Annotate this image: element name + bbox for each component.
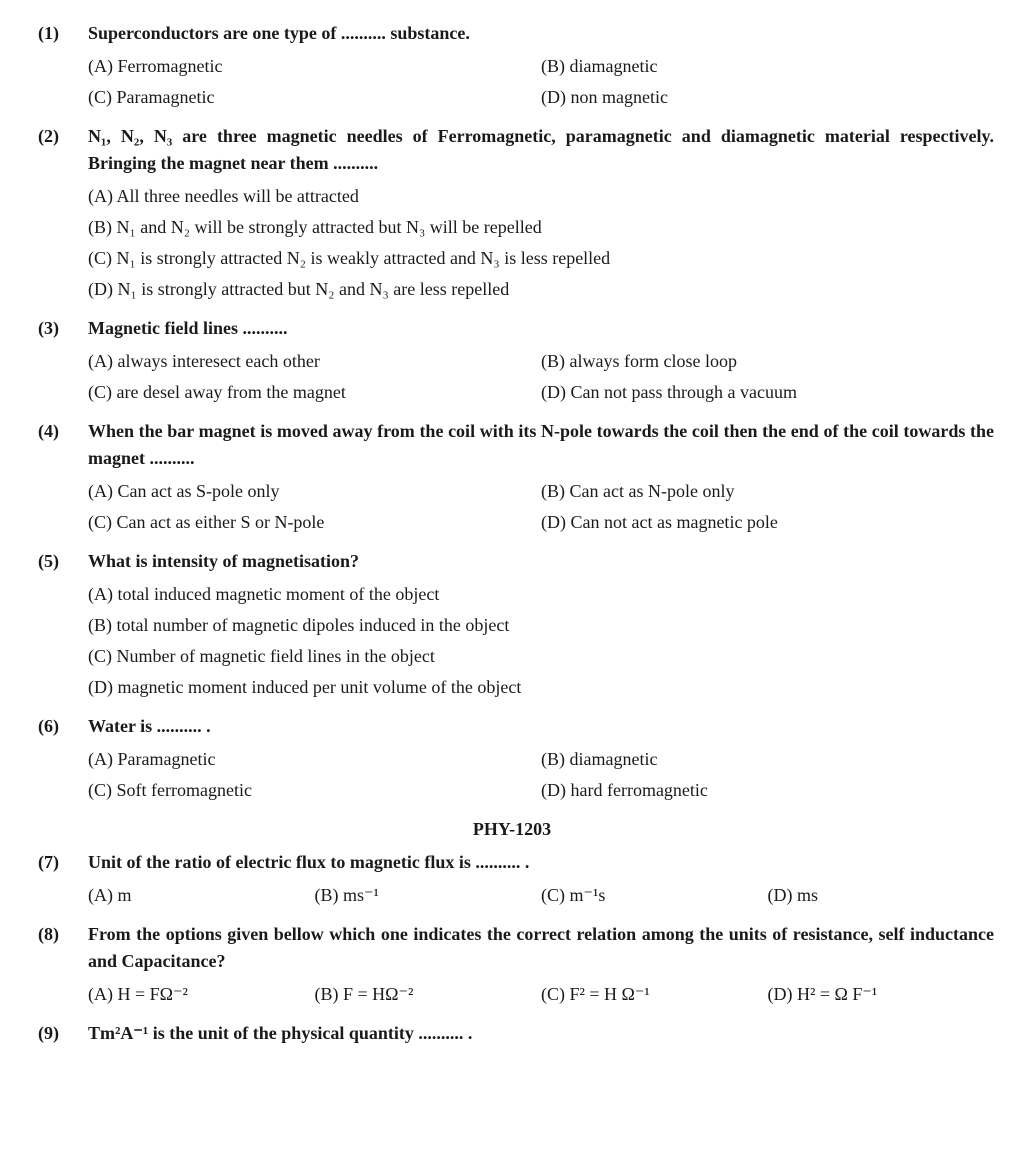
options: (A) total induced magnetic moment of the… [88,579,994,703]
question-text: From the options given bellow which one … [88,921,994,975]
question-text: When the bar magnet is moved away from t… [88,418,994,472]
option-d: (D) Can not pass through a vacuum [541,377,994,408]
option-c: (C) Number of magnetic field lines in th… [88,641,994,672]
options: (A) H = FΩ⁻² (B) F = HΩ⁻² (C) F² = H Ω⁻¹… [88,979,994,1010]
option-c: (C) Soft ferromagnetic [88,775,541,806]
option-c: (C) Can act as either S or N-pole [88,507,541,538]
question-1: (1) Superconductors are one type of ....… [30,20,994,113]
question-text: What is intensity of magnetisation? [88,548,994,575]
options: (A) Paramagnetic (B) diamagnetic (C) Sof… [88,744,994,806]
question-text: Magnetic field lines .......... [88,315,994,342]
options: (A) Can act as S-pole only (B) Can act a… [88,476,994,538]
option-c: (C) m⁻¹s [541,880,768,911]
option-c: (C) N₁ is strongly attracted N₂ is weakl… [88,243,994,274]
question-6: (6) Water is .......... . (A) Paramagnet… [30,713,994,806]
question-4: (4) When the bar magnet is moved away fr… [30,418,994,538]
options: (A) m (B) ms⁻¹ (C) m⁻¹s (D) ms [88,880,994,911]
option-b: (B) diamagnetic [541,51,994,82]
option-c: (C) are desel away from the magnet [88,377,541,408]
option-b: (B) always form close loop [541,346,994,377]
question-number: (2) [30,123,88,150]
question-3: (3) Magnetic field lines .......... (A) … [30,315,994,408]
option-b: (B) N₁ and N₂ will be strongly attracted… [88,212,994,243]
options: (A) always interesect each other (B) alw… [88,346,994,408]
options: (A) Ferromagnetic (B) diamagnetic (C) Pa… [88,51,994,113]
option-a: (A) total induced magnetic moment of the… [88,579,994,610]
option-b: (B) F = HΩ⁻² [315,979,542,1010]
option-a: (A) Ferromagnetic [88,51,541,82]
question-8: (8) From the options given bellow which … [30,921,994,1010]
option-d: (D) Can not act as magnetic pole [541,507,994,538]
question-text: Unit of the ratio of electric flux to ma… [88,849,994,876]
option-b: (B) diamagnetic [541,744,994,775]
option-a: (A) H = FΩ⁻² [88,979,315,1010]
option-a: (A) always interesect each other [88,346,541,377]
option-c: (C) F² = H Ω⁻¹ [541,979,768,1010]
question-number: (4) [30,418,88,445]
option-a: (A) Can act as S-pole only [88,476,541,507]
option-b: (B) total number of magnetic dipoles ind… [88,610,994,641]
question-5: (5) What is intensity of magnetisation? … [30,548,994,703]
question-text: Superconductors are one type of ........… [88,20,994,47]
option-d: (D) ms [768,880,995,911]
question-number: (5) [30,548,88,575]
section-code: PHY-1203 [30,816,994,843]
options: (A) All three needles will be attracted … [88,181,994,305]
option-a: (A) m [88,880,315,911]
question-9: (9) Tm²A⁻¹ is the unit of the physical q… [30,1020,994,1051]
option-a: (A) Paramagnetic [88,744,541,775]
option-d: (D) N₁ is strongly attracted but N₂ and … [88,274,994,305]
option-d: (D) hard ferromagnetic [541,775,994,806]
option-d: (D) H² = Ω F⁻¹ [768,979,995,1010]
question-2: (2) N₁, N₂, N₃ are three magnetic needle… [30,123,994,305]
question-text: N₁, N₂, N₃ are three magnetic needles of… [88,123,994,177]
exam-page: (1) Superconductors are one type of ....… [30,20,994,1051]
question-number: (8) [30,921,88,948]
question-number: (7) [30,849,88,876]
question-number: (1) [30,20,88,47]
question-number: (6) [30,713,88,740]
option-b: (B) Can act as N-pole only [541,476,994,507]
option-a: (A) All three needles will be attracted [88,181,994,212]
question-7: (7) Unit of the ratio of electric flux t… [30,849,994,911]
option-d: (D) magnetic moment induced per unit vol… [88,672,994,703]
question-text: Tm²A⁻¹ is the unit of the physical quant… [88,1020,994,1047]
question-text: Water is .......... . [88,713,994,740]
question-number: (9) [30,1020,88,1047]
option-b: (B) ms⁻¹ [315,880,542,911]
option-d: (D) non magnetic [541,82,994,113]
question-number: (3) [30,315,88,342]
option-c: (C) Paramagnetic [88,82,541,113]
